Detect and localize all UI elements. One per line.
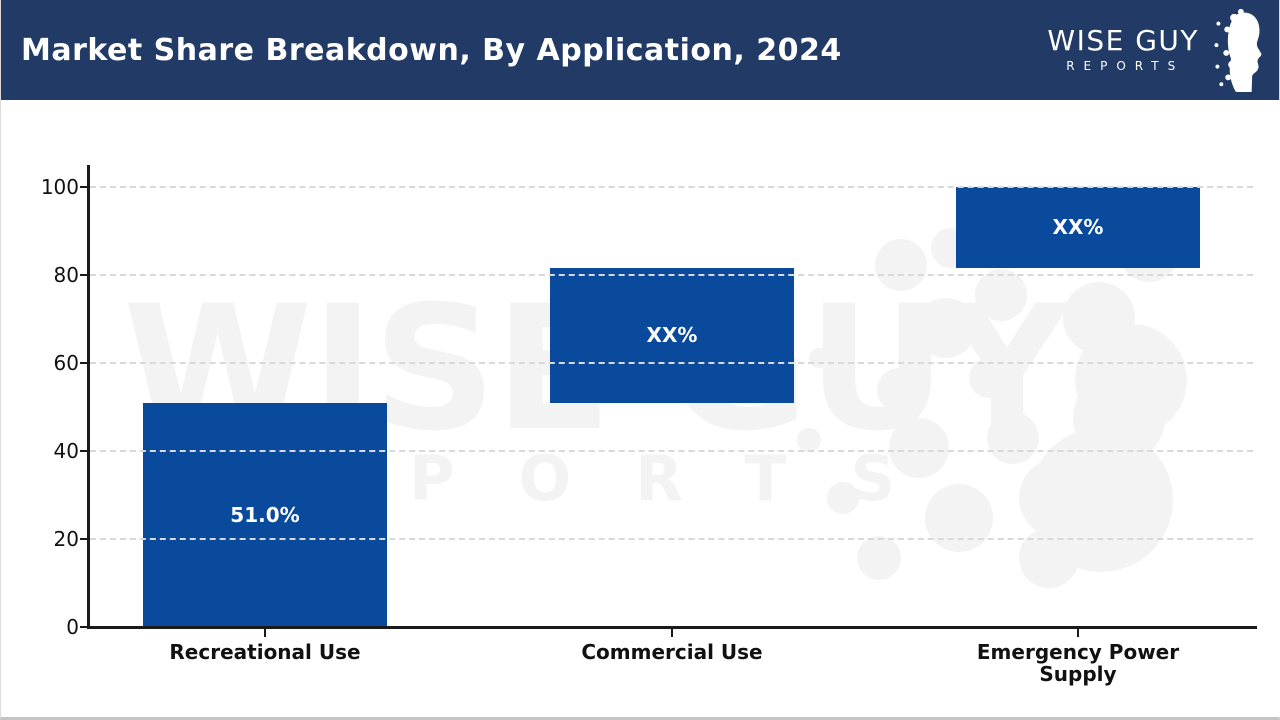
bar-value-label-0: 51.0% — [230, 502, 300, 527]
y-tick-mark-40 — [80, 450, 88, 452]
x-tick-mark-2 — [1077, 628, 1079, 637]
logo-wordmark: WISE GUY — [1047, 24, 1199, 57]
x-tick-mark-1 — [671, 628, 673, 637]
bar-0: 51.0% — [143, 402, 387, 627]
bar-1: XX% — [550, 267, 794, 403]
x-tick-mark-0 — [264, 628, 266, 637]
plot-area: WISE GUY REPORTS 0 20 40 60 80 100 51.0% Recrea… — [1, 100, 1280, 717]
x-category-label-1: Commercial Use — [581, 640, 763, 664]
y-tick-label-40: 40 — [53, 439, 79, 463]
gridline-80 — [90, 274, 1253, 276]
bar-value-label-2: XX% — [1052, 215, 1104, 240]
y-tick-mark-100 — [80, 186, 88, 188]
y-tick-label-80: 80 — [53, 263, 79, 287]
x-category-label-0: Recreational Use — [169, 640, 361, 664]
bar-2: XX% — [956, 187, 1200, 268]
logo-face-icon — [1214, 8, 1262, 93]
x-category-label-2: Emergency Power Supply — [976, 640, 1180, 686]
y-tick-mark-0 — [80, 626, 88, 628]
bar-value-label-1: XX% — [646, 323, 698, 348]
x-axis-line — [87, 626, 1257, 629]
wiseguy-logo: WISE GUY REPORTS — [1047, 6, 1267, 94]
gridline-20 — [90, 538, 1253, 540]
gridline-60 — [90, 362, 1253, 364]
logo-text: WISE GUY REPORTS — [1047, 24, 1199, 74]
gridline-100 — [90, 186, 1253, 188]
y-tick-label-100: 100 — [40, 175, 79, 199]
chart-title: Market Share Breakdown, By Application, … — [21, 32, 842, 68]
y-tick-label-60: 60 — [53, 351, 79, 375]
y-tick-mark-60 — [80, 362, 88, 364]
watermark-face-dots — [797, 222, 1187, 588]
y-tick-mark-80 — [80, 274, 88, 276]
logo-subtext: REPORTS — [1066, 59, 1185, 73]
header: Market Share Breakdown, By Application, … — [1, 0, 1279, 100]
gridline-40 — [90, 450, 1253, 452]
y-tick-mark-20 — [80, 538, 88, 540]
y-tick-label-20: 20 — [53, 527, 79, 551]
y-tick-label-0: 0 — [66, 615, 79, 639]
y-axis-spine — [87, 165, 90, 628]
